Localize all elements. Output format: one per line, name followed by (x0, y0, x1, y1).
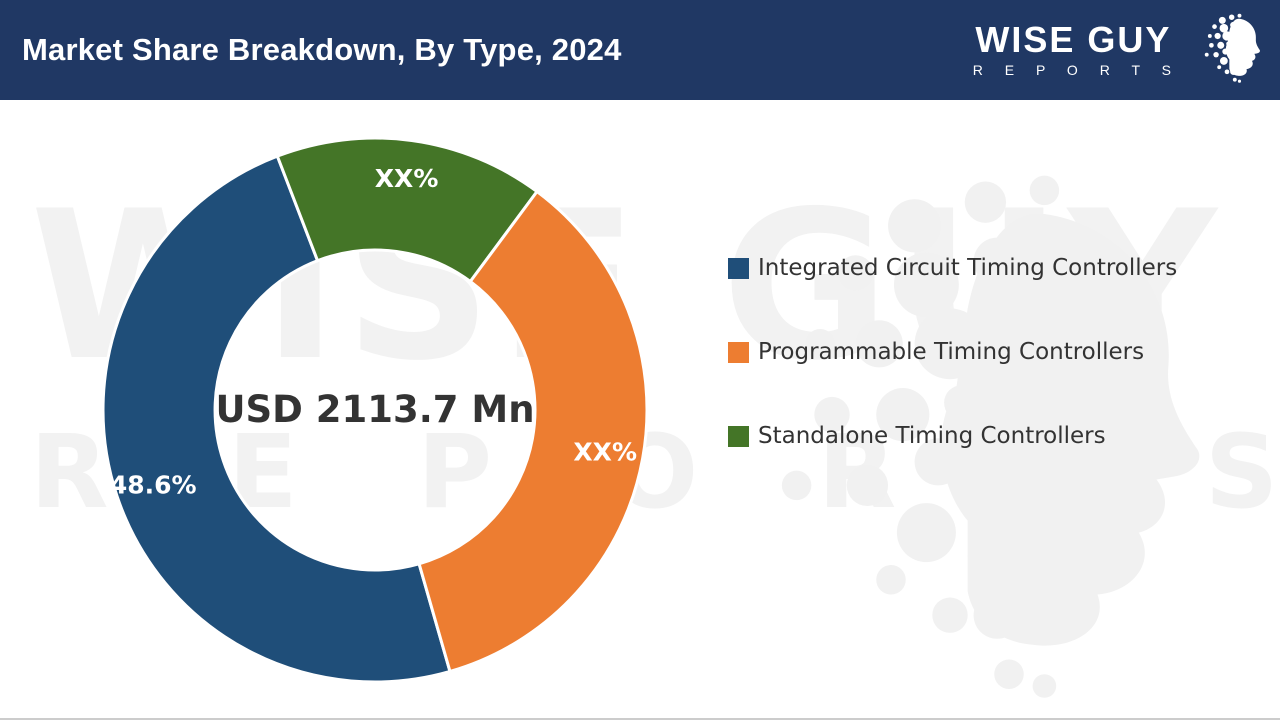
slice-label: 48.6% (110, 470, 197, 499)
header-bar: Market Share Breakdown, By Type, 2024 WI… (0, 0, 1280, 100)
logo-subtitle: R E P O R T S (972, 62, 1180, 78)
logo-text: WISE GUY R E P O R T S (967, 19, 1180, 79)
legend-swatch-orange (728, 341, 749, 363)
wise-guy-logo: WISE GUY R E P O R T S (967, 11, 1266, 89)
page-title: Market Share Breakdown, By Type, 2024 (22, 32, 622, 67)
donut-center-value: USD 2113.7 Mn (215, 388, 535, 431)
chart-legend: Integrated Circuit Timing Controllers Pr… (728, 255, 1177, 449)
chart-area: WISE GUY R E P O R T S 48.6% XX% XX% USD 2… (0, 100, 1280, 718)
donut-chart: 48.6% XX% XX% (101, 136, 649, 684)
legend-label: Programmable Timing Controllers (758, 339, 1145, 365)
legend-item-integrated: Integrated Circuit Timing Controllers (728, 255, 1177, 281)
legend-swatch-green (728, 425, 749, 447)
donut-segment (417, 190, 649, 673)
legend-swatch-blue (728, 257, 749, 279)
slice-label: XX% (573, 438, 637, 467)
legend-item-standalone: Standalone Timing Controllers (728, 423, 1177, 449)
face-dots-icon (1188, 11, 1266, 89)
logo-wordmark: WISE GUY (975, 19, 1172, 60)
slice-label: XX% (375, 164, 439, 193)
legend-label: Standalone Timing Controllers (758, 423, 1106, 449)
bottom-divider (0, 718, 1280, 720)
legend-label: Integrated Circuit Timing Controllers (758, 255, 1178, 281)
legend-item-programmable: Programmable Timing Controllers (728, 339, 1177, 365)
donut-segment (101, 154, 452, 684)
